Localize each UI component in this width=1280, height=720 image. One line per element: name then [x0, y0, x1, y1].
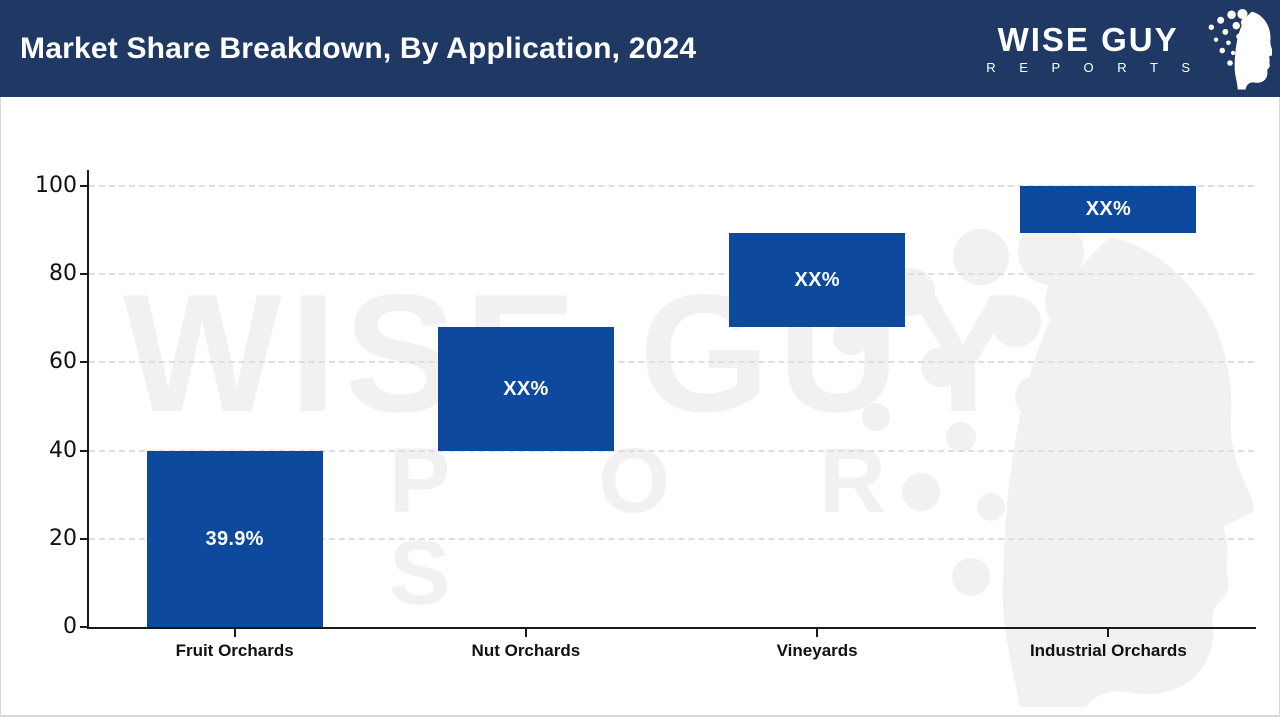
gridline-40	[89, 449, 1254, 452]
y-tick-label-60: 60	[49, 349, 77, 375]
y-tick-label-0: 0	[63, 614, 77, 639]
bar-industrial-orchards: XX%	[1020, 186, 1197, 234]
bar-value-label: XX%	[1085, 198, 1132, 221]
x-category-label: Industrial Orchards	[1029, 641, 1187, 660]
x-category-label: Nut Orchards	[471, 641, 581, 660]
bar-value-label: XX%	[503, 377, 549, 400]
y-tick-label-100: 100	[35, 173, 77, 198]
x-tick-0	[233, 629, 236, 637]
y-tick-20	[80, 537, 88, 540]
bar-value-label: XX%	[794, 268, 840, 291]
y-tick-100	[80, 185, 88, 187]
gridline-60	[89, 361, 1254, 364]
y-tick-40	[80, 449, 88, 452]
x-tick-3	[1107, 629, 1110, 637]
logo-wordmark-bottom: R E P O R T S	[986, 60, 1200, 75]
x-category-label: Fruit Orchards	[175, 641, 294, 660]
gridline-80	[89, 273, 1254, 276]
y-tick-label-20: 20	[49, 525, 77, 551]
y-tick-80	[80, 273, 88, 276]
chart-area: WISE GUY P O R T S 0 20 40 60 80 100 39.9% Frui…	[0, 97, 1280, 717]
x-tick-1	[524, 629, 527, 637]
logo-wordmark: WISE GUY R E P O R T S	[976, 23, 1200, 74]
gridline-100	[89, 185, 1254, 187]
y-axis-line	[87, 170, 89, 629]
header-bar: Market Share Breakdown, By Application, …	[0, 0, 1280, 97]
bar-vineyards: XX%	[729, 233, 906, 328]
bar-fruit-orchards: 39.9%	[146, 451, 323, 627]
bar-nut-orchards: XX%	[437, 327, 614, 452]
y-tick-60	[80, 361, 88, 364]
x-category-label: Vineyards	[776, 641, 858, 660]
page-title: Market Share Breakdown, By Application, …	[20, 31, 697, 65]
y-tick-label-80: 80	[49, 261, 77, 287]
gridline-20	[89, 537, 1254, 540]
logo-head-icon	[1208, 8, 1272, 89]
x-axis-line	[87, 627, 1256, 629]
y-tick-label-40: 40	[49, 437, 77, 463]
watermark-head-icon	[833, 219, 1254, 707]
logo-wordmark-top: WISE GUY	[997, 21, 1179, 58]
bar-value-label: 39.9%	[205, 527, 264, 550]
wise-guy-reports-logo: WISE GUY R E P O R T S	[976, 8, 1280, 90]
y-tick-0	[80, 626, 88, 628]
x-tick-2	[816, 629, 819, 637]
